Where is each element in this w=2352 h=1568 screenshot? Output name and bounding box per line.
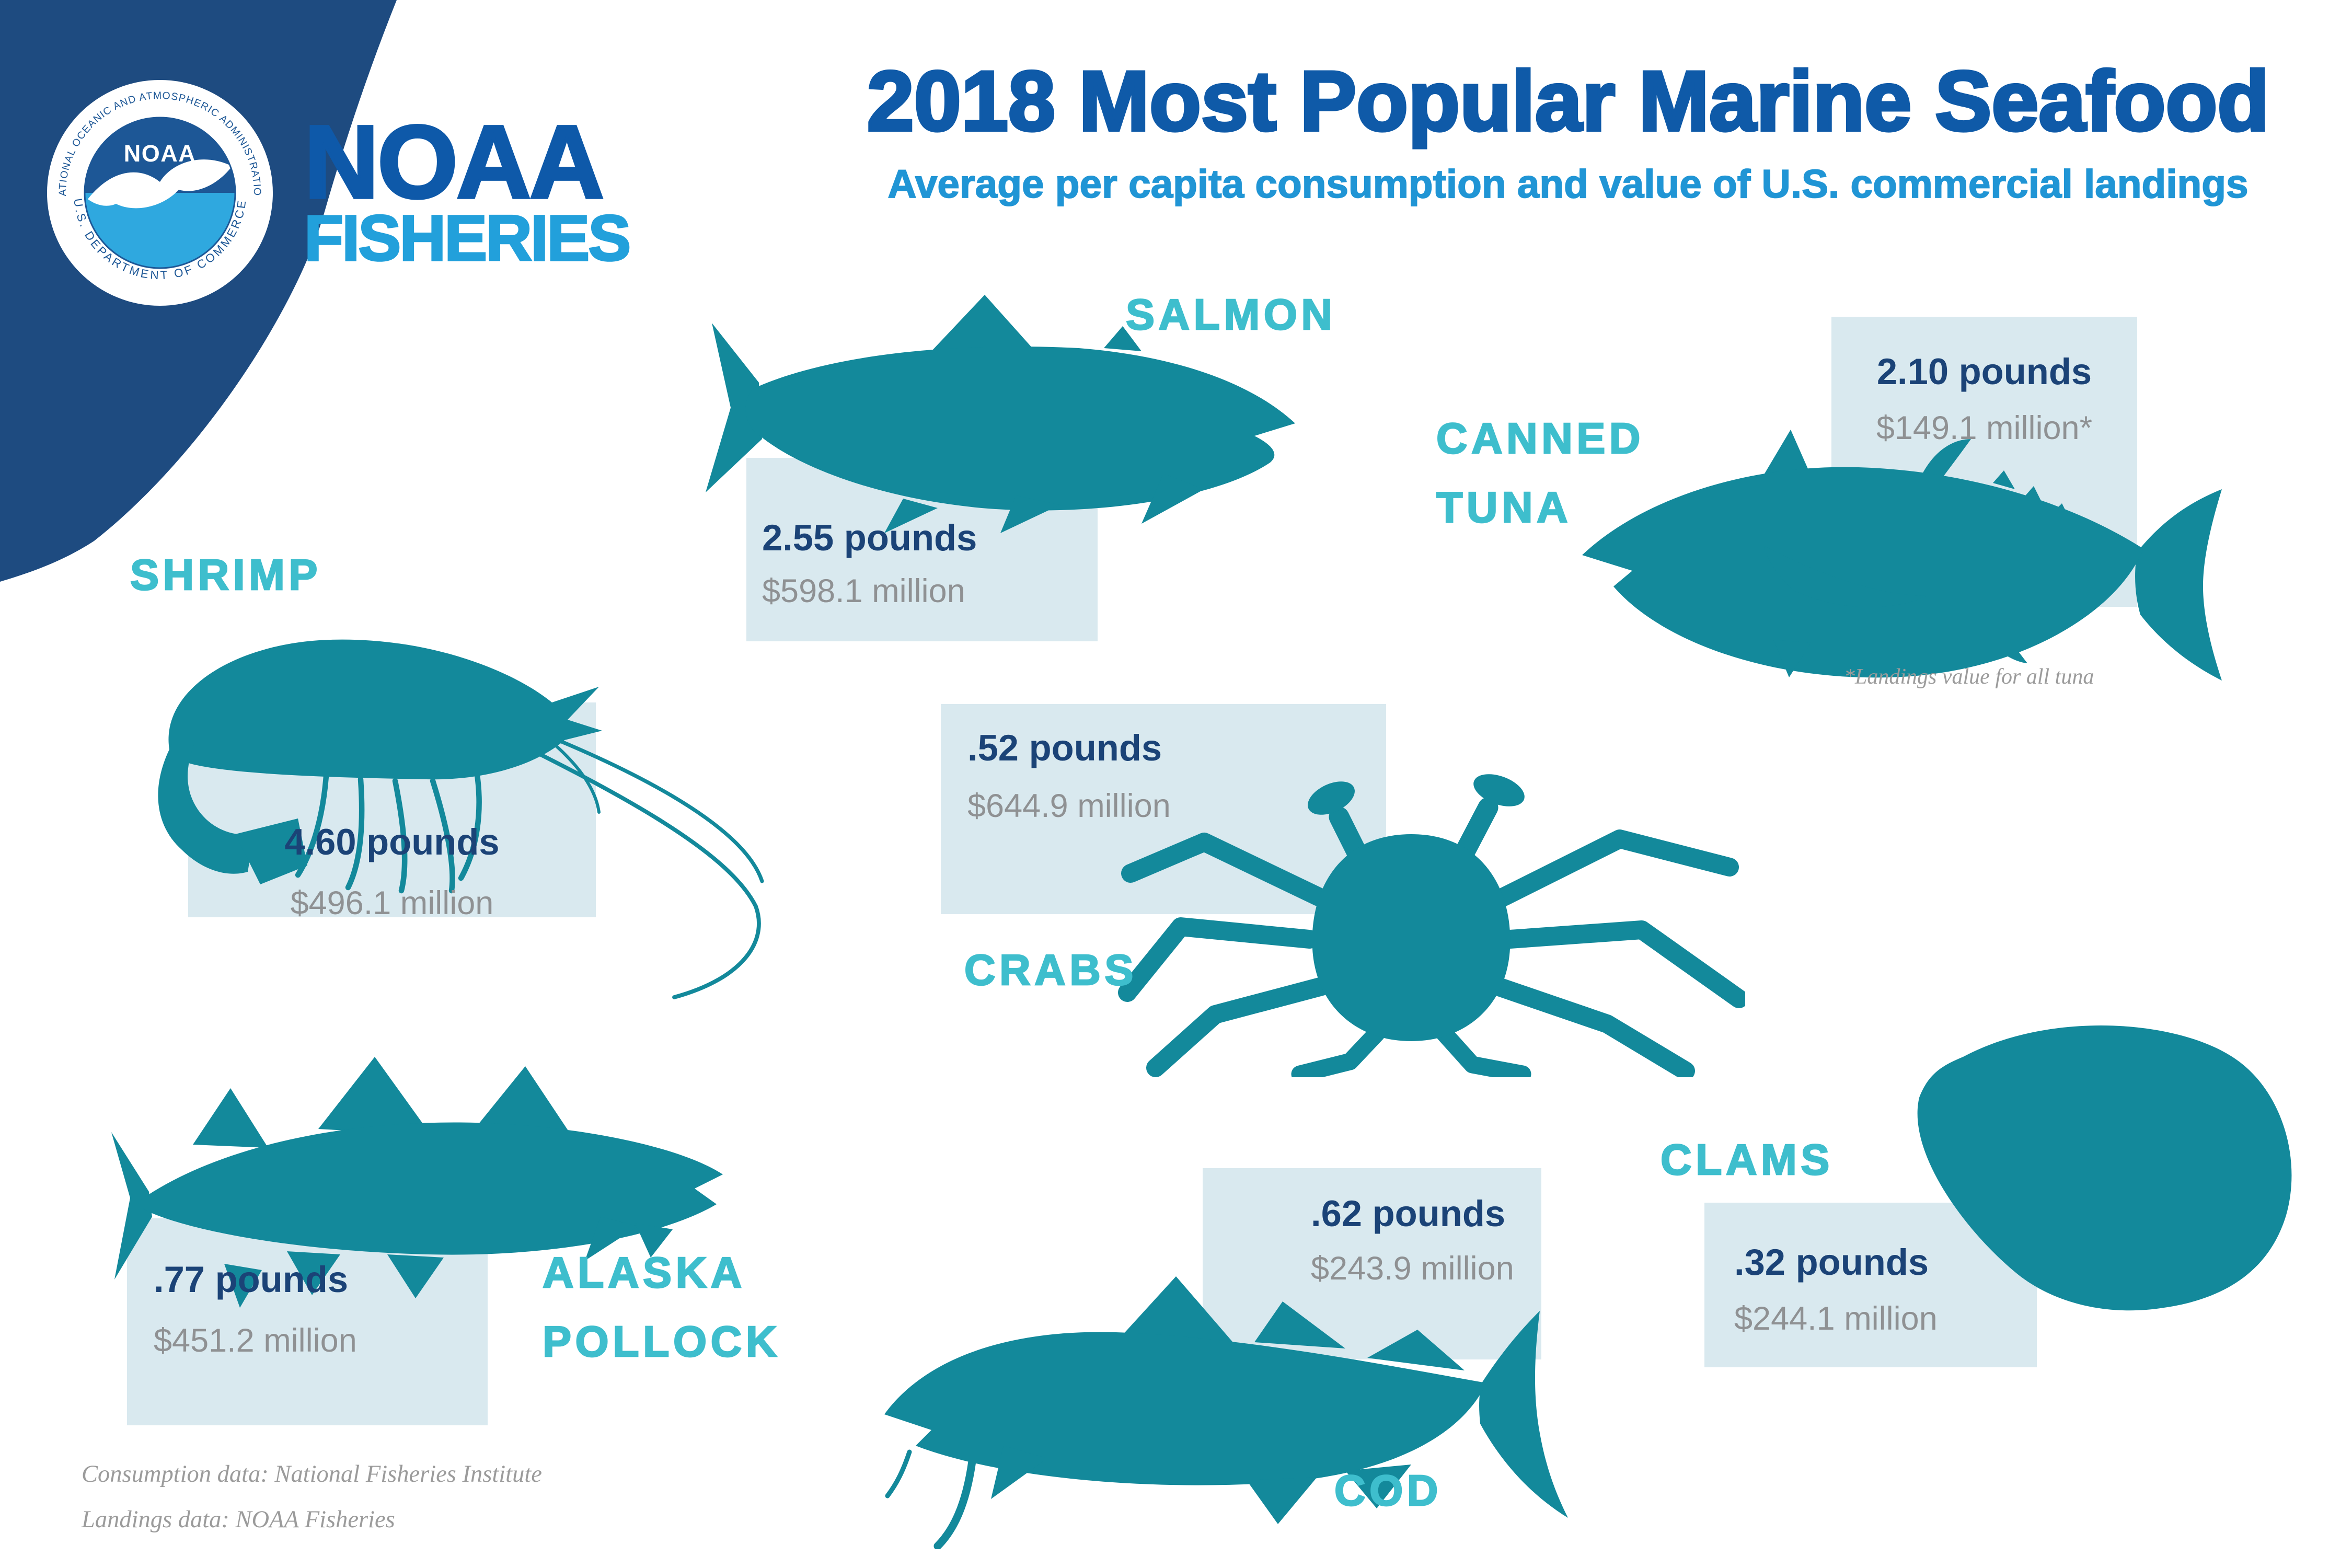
- pounds-value: 2.10 pounds: [1876, 351, 2092, 392]
- shrimp-icon: [158, 639, 764, 999]
- footer-consumption-credit: Consumption data: National Fisheries Ins…: [82, 1461, 542, 1488]
- landings-value: $598.1 million: [762, 574, 965, 610]
- tuna-icon: [1582, 430, 2222, 681]
- item-label: SHRIMP: [130, 550, 321, 600]
- salmon-icon: [706, 295, 1295, 533]
- clam-icon: [1917, 1025, 2292, 1311]
- crab-icon: [1118, 774, 1745, 1077]
- footer-landings-credit: Landings data: NOAA Fisheries: [82, 1507, 395, 1534]
- wordmark-noaa: NOAA: [303, 103, 605, 220]
- landings-value: $644.9 million: [967, 789, 1171, 825]
- landings-value: $451.2 million: [154, 1323, 357, 1359]
- item-label: CANNED TUNA: [1436, 413, 1644, 533]
- pounds-value: 4.60 pounds: [284, 822, 500, 862]
- item-label: CRABS: [964, 945, 1137, 995]
- page-subtitle: Average per capita consumption and value…: [887, 163, 2249, 207]
- pollock-icon: [111, 1057, 723, 1308]
- seal-inner-ring: [84, 117, 236, 269]
- seal-acronym: NOAA: [124, 140, 196, 167]
- item-label: SALMON: [1125, 290, 1336, 340]
- item-label: ALASKA POLLOCK: [542, 1248, 781, 1367]
- pounds-value: .77 pounds: [154, 1259, 349, 1300]
- pounds-value: .52 pounds: [967, 728, 1162, 768]
- landings-value: $149.1 million*: [1876, 411, 2093, 447]
- tuna-footnote: *Landings value for all tuna: [1844, 666, 2094, 690]
- value-box: [1203, 1168, 1541, 1359]
- pounds-value: .62 pounds: [1311, 1193, 1506, 1234]
- cod-icon: [884, 1276, 1568, 1549]
- page-title: 2018 Most Popular Marine Seafood: [866, 53, 2271, 150]
- landings-value: $244.1 million: [1734, 1301, 1938, 1338]
- noaa-seal: NATIONAL OCEANIC AND ATMOSPHERIC ADMINIS…: [47, 80, 273, 306]
- pounds-value: .32 pounds: [1734, 1242, 1929, 1283]
- gull-icon: [88, 159, 232, 209]
- landings-value: $496.1 million: [290, 886, 494, 922]
- landings-value: $243.9 million: [1311, 1251, 1514, 1287]
- item-label: COD: [1334, 1466, 1442, 1516]
- item-label: CLAMS: [1660, 1135, 1834, 1185]
- pounds-value: 2.55 pounds: [762, 517, 977, 558]
- wordmark-fisheries: FISHERIES: [303, 202, 632, 274]
